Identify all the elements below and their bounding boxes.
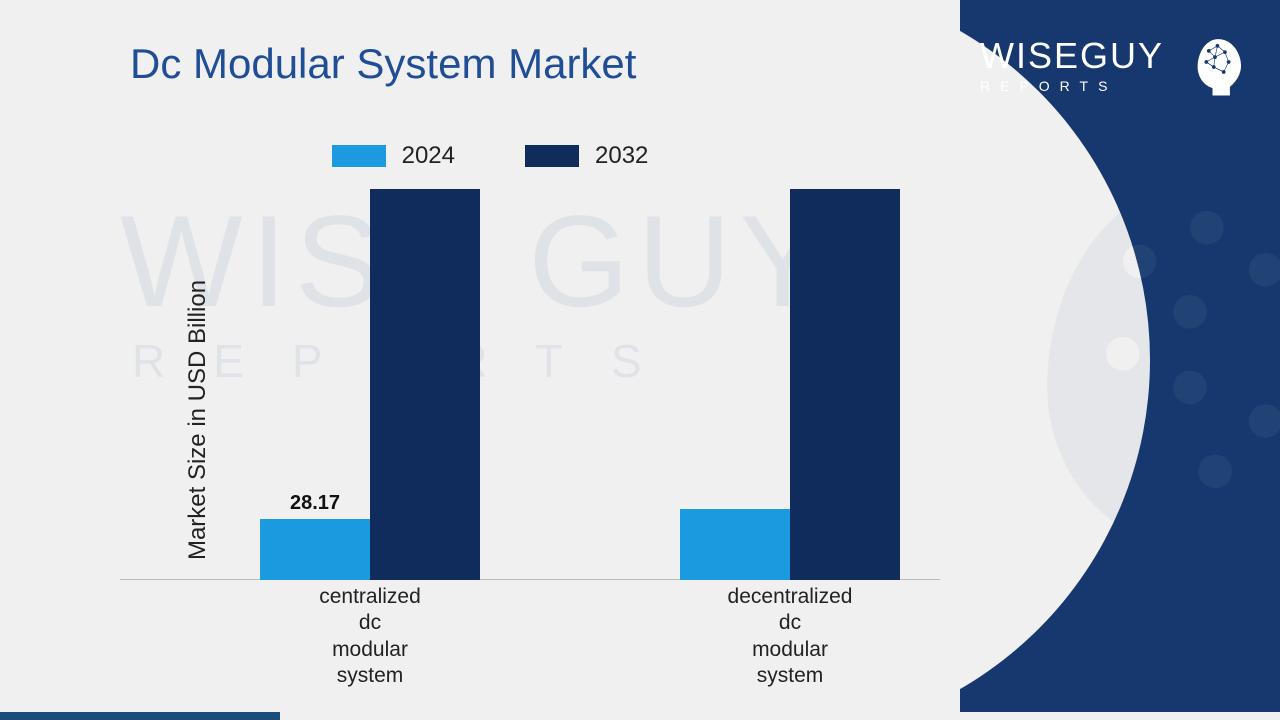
chart-plot: 28.17: [120, 180, 940, 580]
x-axis-labels: centralizeddcmodularsystem decentralized…: [120, 584, 940, 694]
chart-area: Market Size in USD Billion 2024 2032 28.…: [40, 140, 940, 700]
bar-decentralized-2024: [680, 509, 790, 580]
right-brand-panel: [960, 0, 1280, 712]
x-label-centralized: centralizeddcmodularsystem: [280, 584, 460, 689]
bar-label-centralized-2024: 28.17: [260, 492, 370, 515]
legend-swatch-a: [332, 145, 386, 167]
legend-label-b: 2032: [595, 142, 648, 170]
chart-legend: 2024 2032: [40, 142, 940, 170]
x-label-decentralized: decentralizeddcmodularsystem: [700, 584, 880, 689]
legend-item-2032: 2032: [525, 142, 648, 170]
brand-head-icon: [1184, 36, 1246, 98]
legend-item-2024: 2024: [332, 142, 455, 170]
legend-label-a: 2024: [402, 142, 455, 170]
bar-decentralized-2032: [790, 189, 900, 580]
chart-title: Dc Modular System Market: [130, 40, 636, 88]
legend-swatch-b: [525, 145, 579, 167]
bottom-accent-bar: [0, 712, 280, 720]
brand-logo: WISEGUY REPORTS: [980, 38, 1240, 94]
bar-centralized-2024: 28.17: [260, 519, 370, 580]
bar-centralized-2032: [370, 189, 480, 580]
